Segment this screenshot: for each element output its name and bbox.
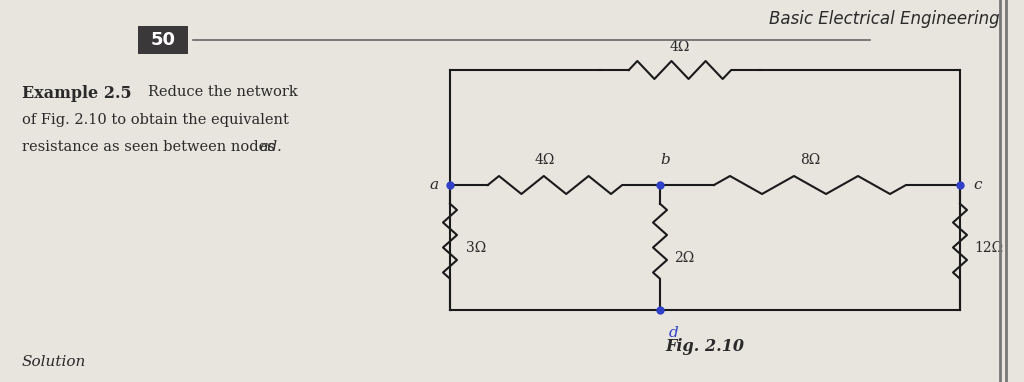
Text: Fig. 2.10: Fig. 2.10 <box>666 338 744 355</box>
Text: a: a <box>429 178 438 192</box>
Text: 4Ω: 4Ω <box>535 153 555 167</box>
Text: of Fig. 2.10 to obtain the equivalent: of Fig. 2.10 to obtain the equivalent <box>22 113 289 127</box>
Text: 2Ω: 2Ω <box>674 251 694 264</box>
Bar <box>138 26 188 54</box>
Text: resistance as seen between nodes: resistance as seen between nodes <box>22 140 280 154</box>
Text: 3Ω: 3Ω <box>466 241 486 254</box>
Text: 50: 50 <box>151 31 175 49</box>
Text: Example 2.5: Example 2.5 <box>22 85 132 102</box>
Text: 12Ω: 12Ω <box>974 241 1004 254</box>
Text: c: c <box>974 178 982 192</box>
Text: ad.: ad. <box>260 140 283 154</box>
Text: Reduce the network: Reduce the network <box>148 85 298 99</box>
Text: b: b <box>660 153 670 167</box>
Text: Basic Electrical Engineering: Basic Electrical Engineering <box>769 10 1000 28</box>
Text: d: d <box>669 326 679 340</box>
Text: Solution: Solution <box>22 355 86 369</box>
Text: 8Ω: 8Ω <box>800 153 820 167</box>
Text: 4Ω: 4Ω <box>670 40 690 54</box>
